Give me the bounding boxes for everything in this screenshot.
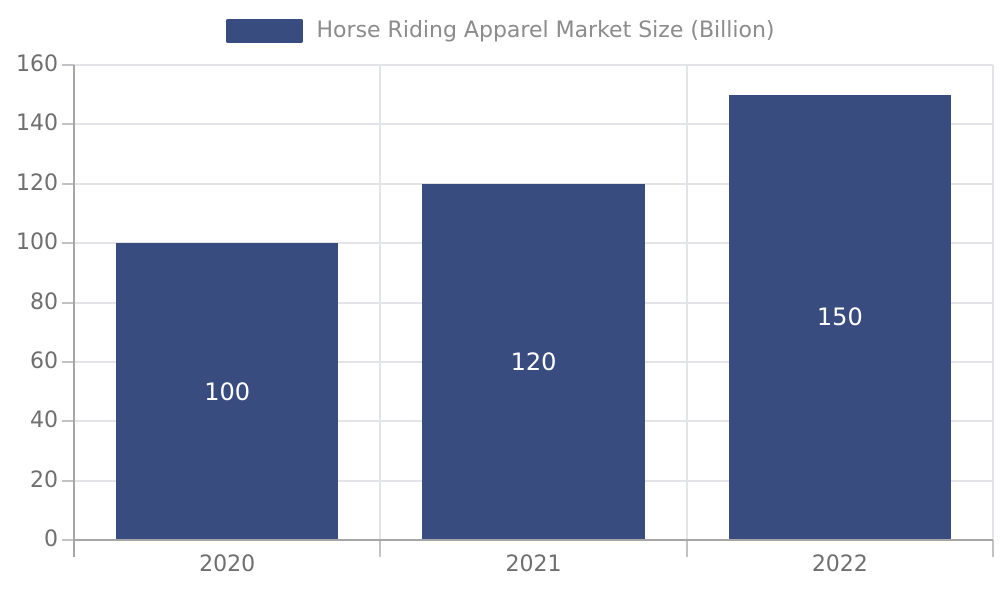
y-tick-label: 160 [16,52,58,77]
y-axis-tick [62,360,74,363]
y-tick-label: 40 [30,408,58,434]
legend-item-market-size[interactable]: Horse Riding Apparel Market Size (Billio… [225,18,775,44]
y-axis-tick [62,479,74,482]
x-axis-line [74,539,993,541]
y-axis-line [73,65,75,557]
y-axis-tick [62,301,74,304]
y-tick-label: 100 [16,230,58,256]
gridline-x-2 [685,65,688,540]
x-tick-label-2020: 2020 [199,552,256,577]
gridline-y-160 [74,64,993,66]
gridline-y-140 [74,123,993,126]
gridline-x-3 [992,65,994,540]
legend-swatch-icon [225,19,303,43]
x-tick-label-2021: 2021 [505,552,562,577]
y-tick-label: 140 [16,111,58,137]
bar-2021[interactable]: 120 [422,183,645,540]
bar-value-label: 120 [510,347,557,376]
y-axis-tick [62,420,74,423]
y-axis-tick [62,539,74,541]
y-axis-tick [62,64,74,66]
y-tick-label: 80 [30,289,58,315]
bar-value-label: 100 [204,377,251,406]
y-axis-tick [62,123,74,126]
bar-2020[interactable]: 100 [116,243,339,540]
x-axis-tick [992,540,994,557]
x-axis-tick [379,540,382,557]
gridline-x-1 [379,65,382,540]
legend-label: Horse Riding Apparel Market Size (Billio… [316,18,775,43]
y-axis-tick [62,242,74,245]
x-axis-tick [685,540,688,557]
y-tick-label: 60 [30,348,58,374]
y-tick-label: 0 [44,527,58,552]
y-tick-label: 120 [16,170,58,196]
bar-2022[interactable]: 150 [728,94,951,540]
bar-value-label: 150 [816,303,863,332]
x-tick-label-2022: 2022 [811,552,868,577]
legend: Horse Riding Apparel Market Size (Billio… [0,18,1000,44]
y-axis-tick [62,182,74,185]
y-tick-label: 20 [30,467,58,493]
